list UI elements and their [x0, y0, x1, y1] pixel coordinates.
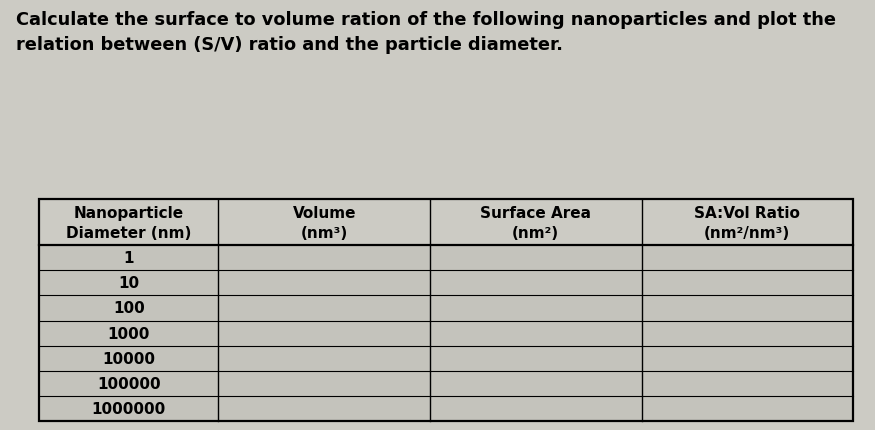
Bar	[39, 200, 853, 421]
Text: 1000000: 1000000	[92, 401, 166, 416]
Text: 1000: 1000	[108, 326, 150, 341]
Text: 100000: 100000	[97, 376, 161, 391]
Text: 10000: 10000	[102, 351, 156, 366]
Text: SA:Vol Ratio
(nm²/nm³): SA:Vol Ratio (nm²/nm³)	[695, 205, 801, 240]
Text: Volume
(nm³): Volume (nm³)	[292, 205, 356, 240]
Bar	[39, 200, 853, 421]
Text: 1: 1	[123, 250, 134, 265]
Bar	[39, 200, 853, 246]
Text: Calculate the surface to volume ration of the following nanoparticles and plot t: Calculate the surface to volume ration o…	[16, 11, 836, 54]
Text: Surface Area
(nm²): Surface Area (nm²)	[480, 205, 592, 240]
Text: 10: 10	[118, 276, 139, 291]
Text: 100: 100	[113, 301, 144, 316]
Text: Nanoparticle
Diameter (nm): Nanoparticle Diameter (nm)	[66, 205, 192, 240]
